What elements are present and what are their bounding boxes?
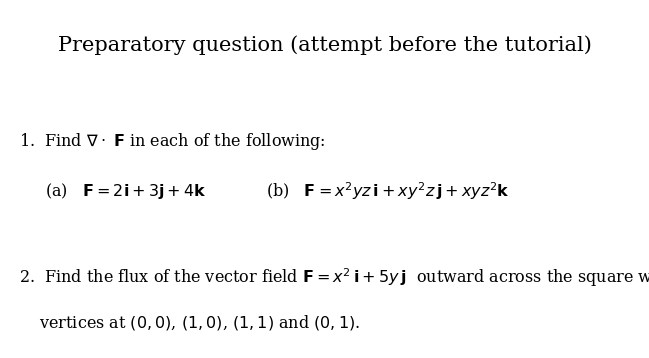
Text: 1.  Find $\nabla \cdot$ $\mathbf{F}$ in each of the following:: 1. Find $\nabla \cdot$ $\mathbf{F}$ in e…: [19, 131, 326, 152]
Text: Preparatory question (attempt before the tutorial): Preparatory question (attempt before the…: [58, 36, 591, 55]
Text: 2.  Find the flux of the vector field $\mathbf{F} = x^2\,\mathbf{i}+5y\,\mathbf{: 2. Find the flux of the vector field $\m…: [19, 267, 649, 289]
Text: (b)   $\mathbf{F} = x^2yz\,\mathbf{i}+xy^2z\,\mathbf{j}+xyz^2\mathbf{k}$: (b) $\mathbf{F} = x^2yz\,\mathbf{i}+xy^2…: [266, 181, 510, 203]
Text: vertices at $(0,0)$, $(1,0)$, $(1,1)$ and $(0,1)$.: vertices at $(0,0)$, $(1,0)$, $(1,1)$ an…: [19, 313, 361, 332]
Text: (a)   $\mathbf{F} = 2\mathbf{i}+3\mathbf{j}+4\mathbf{k}$: (a) $\mathbf{F} = 2\mathbf{i}+3\mathbf{j…: [45, 181, 207, 201]
